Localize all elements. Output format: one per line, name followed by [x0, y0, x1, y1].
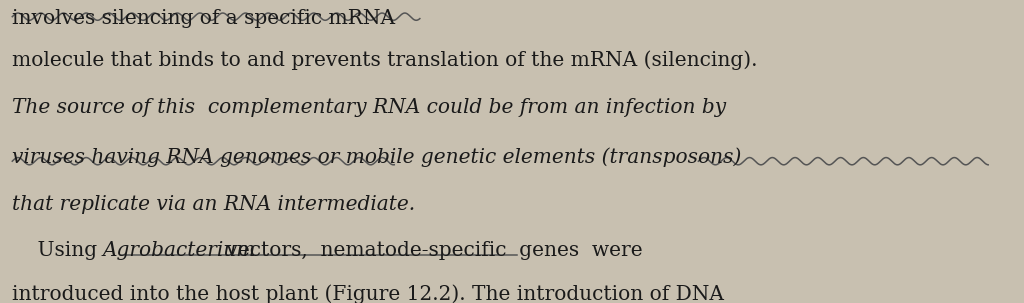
Text: Using: Using: [12, 241, 103, 260]
Text: Agrobacterium: Agrobacterium: [102, 241, 256, 260]
Text: introduced into the host plant (Figure 12.2). The introduction of DNA: introduced into the host plant (Figure 1…: [12, 285, 724, 303]
Text: viruses having RNA genomes or mobile genetic elements (transposons): viruses having RNA genomes or mobile gen…: [12, 147, 741, 167]
Text: molecule that binds to and prevents translation of the mRNA (silencing).: molecule that binds to and prevents tran…: [12, 50, 758, 70]
Text: The source of this  complementary RNA could be from an infection by: The source of this complementary RNA cou…: [12, 98, 726, 118]
Text: involves silencing of a specific mRNA: involves silencing of a specific mRNA: [12, 9, 395, 28]
Text: vectors,  nematode-specific  genes  were: vectors, nematode-specific genes were: [219, 241, 642, 260]
Text: that replicate via an RNA intermediate.: that replicate via an RNA intermediate.: [12, 195, 416, 215]
